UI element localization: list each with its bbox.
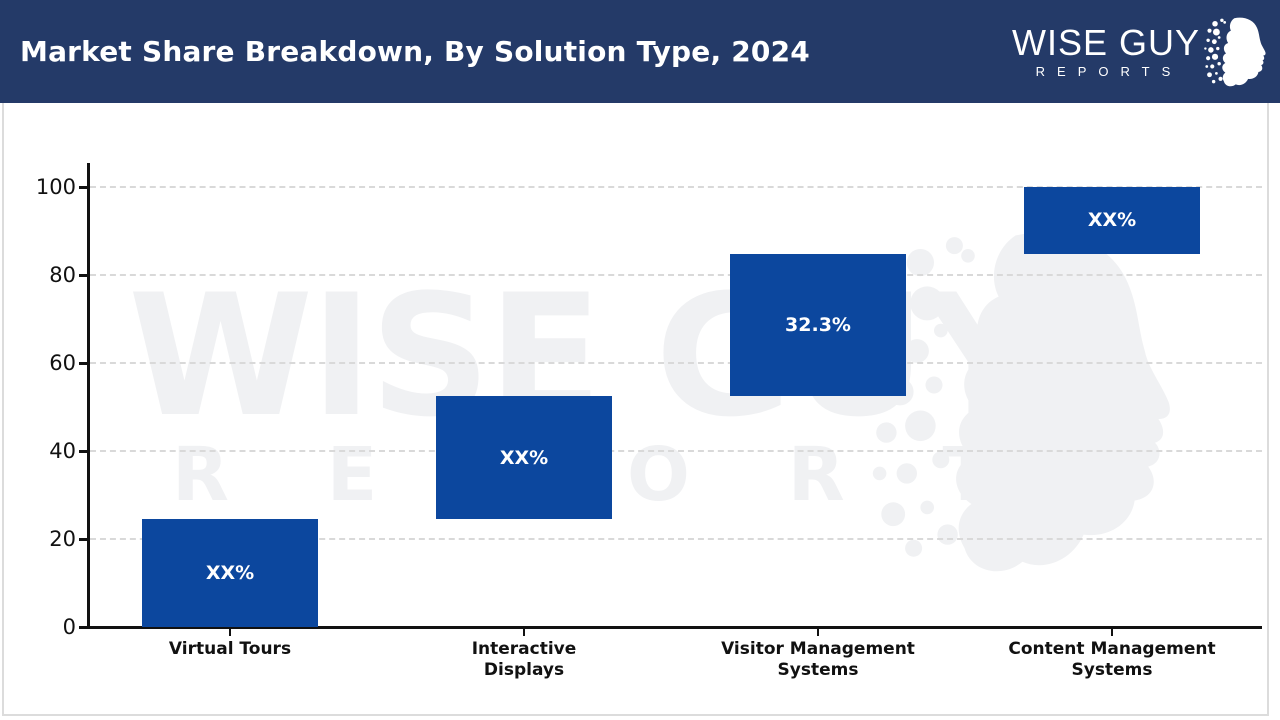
brand-wordmark: WISE GUY REPORTS xyxy=(1011,22,1200,79)
y-tick-mark xyxy=(79,274,87,277)
y-tick-label: 20 xyxy=(49,527,76,551)
x-tick-mark xyxy=(229,629,231,636)
x-tick-mark xyxy=(1111,629,1113,636)
page-title: Market Share Breakdown, By Solution Type… xyxy=(20,35,810,68)
brand-subname: REPORTS xyxy=(1035,64,1183,79)
y-tick-mark xyxy=(79,450,87,453)
brand-name: WISE GUY xyxy=(1011,22,1200,63)
bar-value-label: 32.3% xyxy=(785,313,851,336)
y-tick-label: 60 xyxy=(49,351,76,375)
bar-value-label: XX% xyxy=(499,446,549,469)
y-tick-label: 100 xyxy=(35,175,76,199)
bar-segment: 32.3% xyxy=(730,253,906,396)
y-tick-label: 0 xyxy=(62,615,76,639)
dotted-head-profile-icon xyxy=(1204,17,1266,86)
y-tick-label: 40 xyxy=(49,439,76,463)
x-category-label: Virtual Tours xyxy=(168,639,292,659)
y-tick-label: 80 xyxy=(49,263,76,287)
bar-value-label: XX% xyxy=(205,562,255,585)
x-axis-spine xyxy=(84,626,1262,629)
brand-logo: WISE GUY REPORTS xyxy=(1012,12,1266,92)
y-tick-mark xyxy=(79,186,87,189)
x-category-label: Visitor Management Systems xyxy=(721,639,915,680)
watermark-dotted-head-profile-icon xyxy=(866,232,1170,572)
bar-segment: XX% xyxy=(142,519,318,627)
y-axis-spine xyxy=(87,163,90,629)
y-tick-mark xyxy=(79,538,87,541)
gridline-y20 xyxy=(90,538,1262,540)
gridline-y60 xyxy=(90,362,1262,364)
bar-segment: XX% xyxy=(436,396,612,520)
x-category-label: Content Management Systems xyxy=(1008,639,1216,680)
x-category-label: Interactive Displays xyxy=(471,639,577,680)
gridline-y80 xyxy=(90,274,1262,276)
y-tick-mark xyxy=(79,362,87,365)
gridline-y40 xyxy=(90,450,1262,452)
gridline-y100 xyxy=(90,186,1262,188)
bar-segment: XX% xyxy=(1024,187,1200,254)
bar-value-label: XX% xyxy=(1087,209,1137,232)
x-tick-mark xyxy=(523,629,525,636)
header: Market Share Breakdown, By Solution Type… xyxy=(0,0,1280,103)
y-tick-mark xyxy=(79,626,87,629)
x-tick-mark xyxy=(817,629,819,636)
